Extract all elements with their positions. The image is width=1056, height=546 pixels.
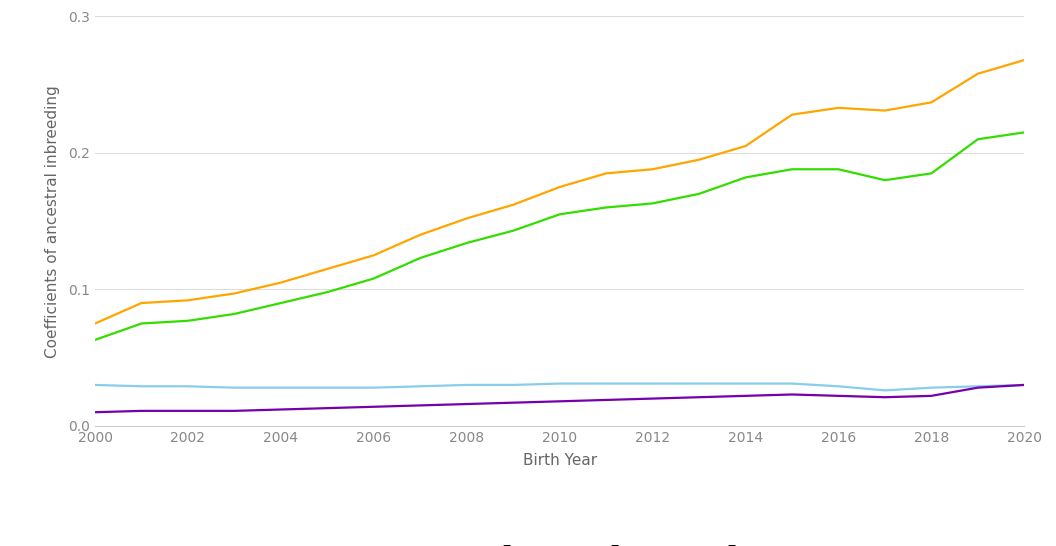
Legend: AHC, F$_{\mathregular{a\_Bal}}$, F$_{\mathregular{a\_New}}$, F$_{\mathregular{a\: AHC, F$_{\mathregular{a\_Bal}}$, F$_{\ma… (345, 537, 774, 546)
X-axis label: Birth Year: Birth Year (523, 453, 597, 468)
Y-axis label: Coefficients of ancestral inbreeding: Coefficients of ancestral inbreeding (44, 85, 60, 358)
